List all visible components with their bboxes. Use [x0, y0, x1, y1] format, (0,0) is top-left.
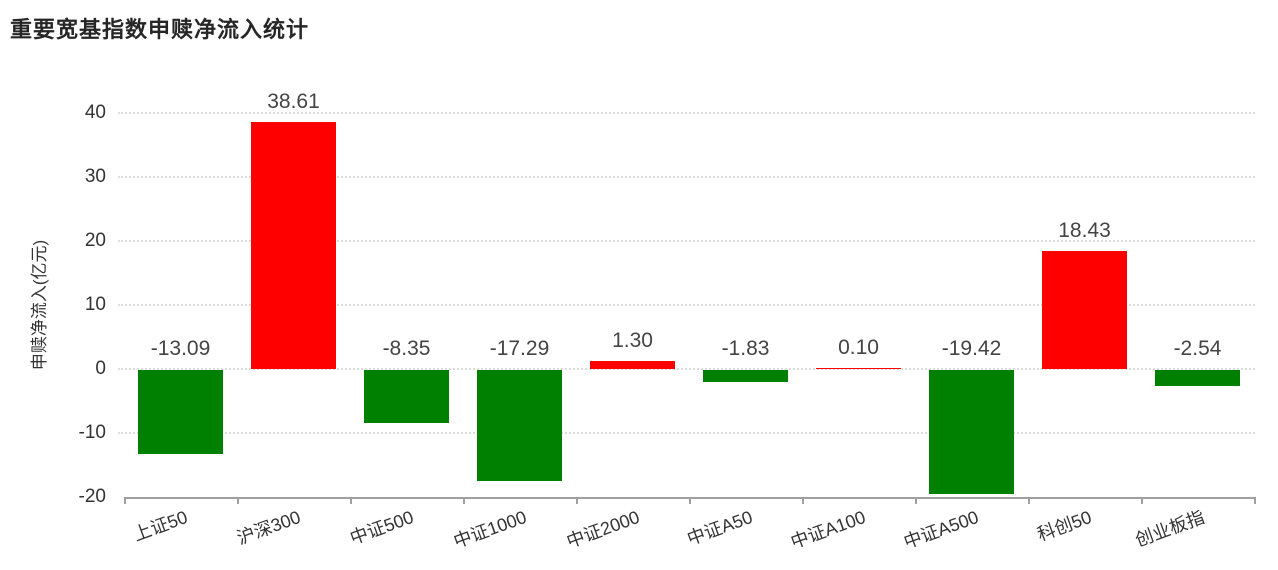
bar-中证A100	[816, 368, 901, 369]
bar-value-label: -19.42	[941, 337, 1002, 360]
bar-value-label: 38.61	[267, 90, 320, 113]
chart-title: 重要宽基指数申赎净流入统计	[10, 17, 310, 42]
y-tick-label: 10	[84, 294, 106, 315]
y-tick-label: -10	[78, 422, 106, 443]
x-axis-tick	[237, 497, 239, 504]
bar-上证50	[138, 370, 223, 454]
x-axis-tick	[915, 497, 917, 504]
y-tick-label: 30	[84, 166, 106, 187]
x-axis-tick	[576, 497, 578, 504]
y-gridline	[118, 112, 1255, 114]
bar-中证A50	[703, 370, 788, 382]
bar-沪深300	[251, 122, 336, 369]
x-axis-tick	[1141, 497, 1143, 504]
x-axis-tick	[1254, 497, 1256, 504]
x-axis-tick	[689, 497, 691, 504]
x-axis-tick	[463, 497, 465, 504]
x-axis-tick	[1028, 497, 1030, 504]
bar-中证2000	[590, 361, 675, 369]
bar-value-label: 1.30	[612, 329, 653, 352]
y-tick-label: -20	[78, 486, 106, 507]
y-tick-label: 0	[95, 358, 106, 379]
bar-中证A500	[929, 370, 1014, 494]
bar-value-label: -8.35	[382, 337, 431, 360]
y-gridline	[118, 304, 1255, 306]
bar-value-label: -17.29	[489, 337, 550, 360]
bar-科创50	[1042, 251, 1127, 369]
bar-value-label: 18.43	[1058, 219, 1111, 242]
y-tick-label: 40	[84, 102, 106, 123]
y-gridline	[118, 240, 1255, 242]
x-axis-tick	[350, 497, 352, 504]
bar-value-label: -1.83	[721, 337, 770, 360]
y-gridline	[118, 432, 1255, 434]
bar-创业板指	[1155, 370, 1240, 386]
bar-中证500	[364, 370, 449, 423]
bar-value-label: -13.09	[150, 337, 211, 360]
bar-中证1000	[477, 370, 562, 481]
y-gridline	[118, 368, 1255, 370]
bar-value-label: 0.10	[838, 336, 879, 359]
x-axis-tick	[802, 497, 804, 504]
y-tick-label: 20	[84, 230, 106, 251]
bar-value-label: -2.54	[1173, 337, 1222, 360]
y-gridline	[118, 176, 1255, 178]
x-axis-tick	[124, 497, 126, 504]
